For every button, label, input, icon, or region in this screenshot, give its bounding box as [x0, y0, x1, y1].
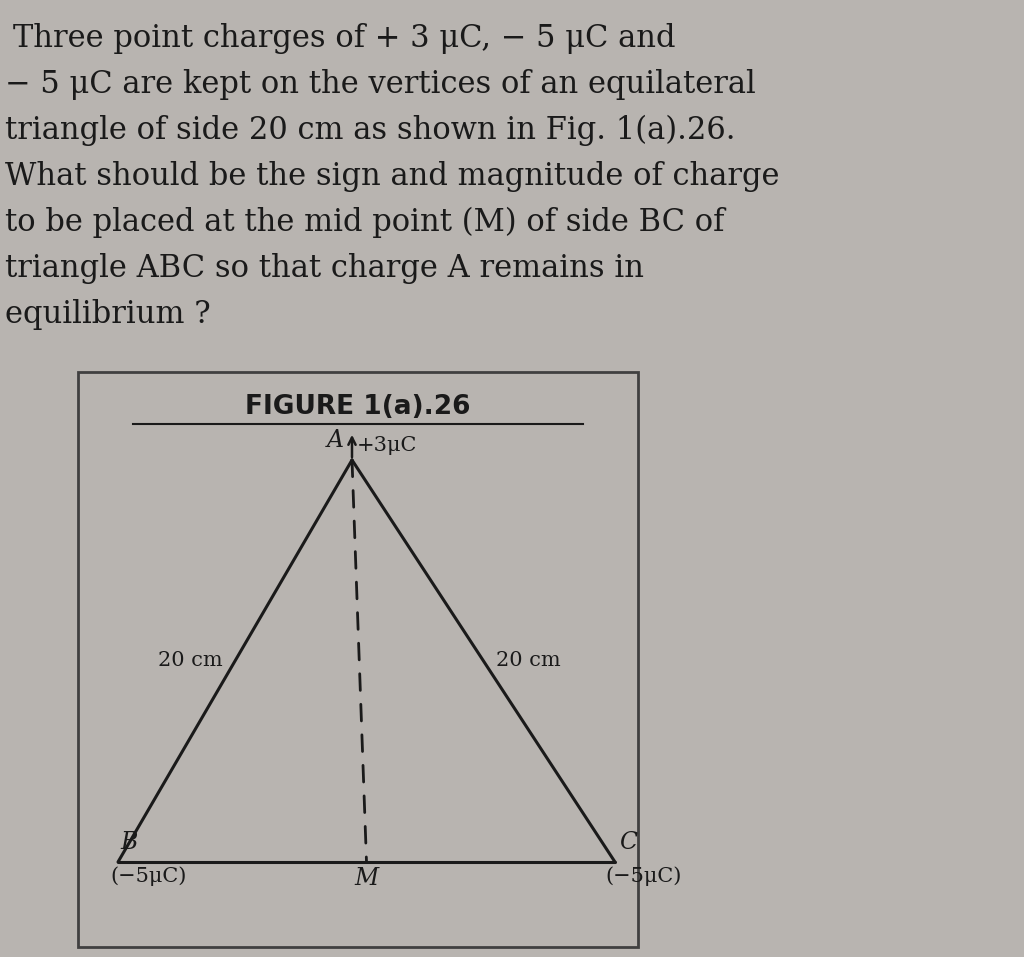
Text: +3μC: +3μC — [357, 436, 418, 455]
Text: equilibrium ?: equilibrium ? — [5, 299, 211, 330]
Text: − 5 μC are kept on the vertices of an equilateral: − 5 μC are kept on the vertices of an eq… — [5, 69, 756, 100]
Text: What should be the sign and magnitude of charge: What should be the sign and magnitude of… — [5, 161, 779, 192]
Text: to be placed at the mid point (M) of side BC of: to be placed at the mid point (M) of sid… — [5, 207, 724, 238]
Text: Three point charges of + 3 μC, − 5 μC and: Three point charges of + 3 μC, − 5 μC an… — [13, 23, 676, 54]
Text: B: B — [120, 831, 137, 854]
Text: A: A — [327, 429, 344, 452]
Text: (−5μC): (−5μC) — [110, 866, 186, 885]
Text: triangle of side 20 cm as shown in Fig. 1(a).26.: triangle of side 20 cm as shown in Fig. … — [5, 115, 735, 146]
Text: FIGURE 1(a).26: FIGURE 1(a).26 — [246, 394, 471, 420]
Text: M: M — [354, 867, 379, 890]
Text: triangle ABC so that charge A remains in: triangle ABC so that charge A remains in — [5, 253, 644, 284]
Text: (−5μC): (−5μC) — [605, 866, 681, 885]
Bar — [78, 372, 638, 947]
Text: 20 cm: 20 cm — [159, 652, 223, 671]
Text: C: C — [618, 831, 637, 854]
Text: 20 cm: 20 cm — [496, 652, 560, 671]
